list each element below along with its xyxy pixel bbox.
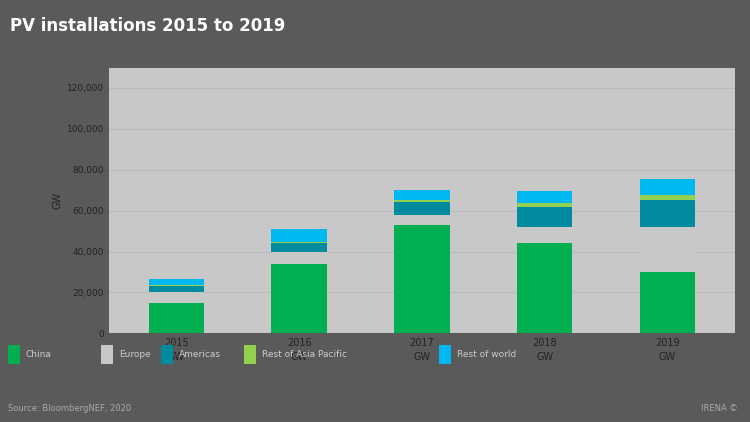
Text: China: China	[26, 350, 51, 359]
Bar	[640, 227, 695, 272]
Y-axis label: GW: GW	[53, 192, 62, 209]
Bar	[640, 195, 695, 200]
Bar	[272, 242, 327, 243]
Bar	[272, 252, 327, 264]
Bar	[161, 345, 173, 364]
Bar	[394, 215, 449, 225]
Bar	[517, 191, 572, 203]
Bar	[640, 179, 695, 195]
Bar	[394, 190, 449, 200]
Bar	[517, 203, 572, 207]
Bar	[394, 225, 449, 333]
Bar	[244, 345, 256, 364]
Bar	[148, 279, 204, 285]
Text: Europe: Europe	[119, 350, 151, 359]
Bar	[640, 200, 695, 227]
Text: Rest of world: Rest of world	[457, 350, 516, 359]
Bar	[439, 345, 451, 364]
Bar	[394, 203, 449, 215]
Bar	[148, 292, 204, 303]
Bar	[148, 285, 204, 287]
Bar	[517, 207, 572, 227]
Bar	[272, 264, 327, 333]
Bar	[148, 287, 204, 292]
Text: Source: BloombergNEF, 2020: Source: BloombergNEF, 2020	[8, 404, 130, 413]
Bar	[101, 345, 113, 364]
Bar	[148, 303, 204, 333]
Text: PV installations 2015 to 2019: PV installations 2015 to 2019	[10, 17, 285, 35]
Text: Americas: Americas	[179, 350, 221, 359]
Bar	[8, 345, 20, 364]
Bar	[517, 227, 572, 243]
Text: Rest of Asia Pacific: Rest of Asia Pacific	[262, 350, 346, 359]
Bar	[640, 272, 695, 333]
Bar	[394, 200, 449, 203]
Text: IRENA ©: IRENA ©	[701, 404, 738, 413]
Bar	[272, 243, 327, 252]
Bar	[517, 243, 572, 333]
Bar	[272, 230, 327, 242]
